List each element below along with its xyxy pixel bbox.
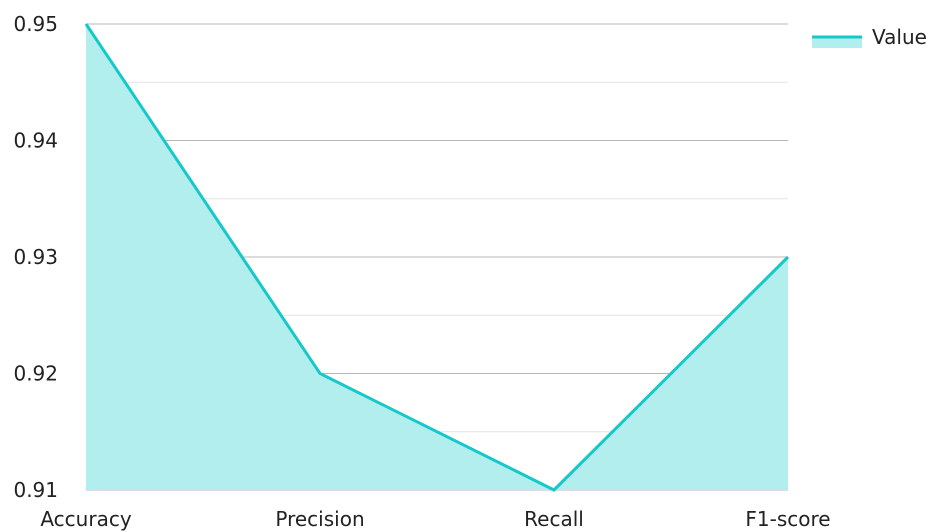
x-tick-label: Recall xyxy=(524,507,584,531)
series-area-fill xyxy=(86,24,788,490)
y-tick-label: 0.92 xyxy=(13,362,58,386)
x-axis-ticks: Accuracy Precision Recall F1-score xyxy=(40,507,830,531)
legend: Value xyxy=(812,25,927,49)
x-tick-label: Precision xyxy=(275,507,364,531)
x-tick-label: Accuracy xyxy=(40,507,131,531)
y-tick-label: 0.95 xyxy=(13,12,58,36)
series-line-path xyxy=(84,23,790,492)
series-line xyxy=(84,23,790,492)
y-tick-label: 0.91 xyxy=(13,478,58,502)
legend-label: Value xyxy=(872,25,927,49)
y-tick-label: 0.94 xyxy=(13,129,58,153)
series-area xyxy=(86,24,788,490)
legend-swatch-fill xyxy=(812,38,862,48)
y-tick-label: 0.93 xyxy=(13,245,58,269)
y-axis-ticks: 0.95 0.94 0.93 0.92 0.91 xyxy=(13,12,58,502)
x-tick-label: F1-score xyxy=(745,507,830,531)
